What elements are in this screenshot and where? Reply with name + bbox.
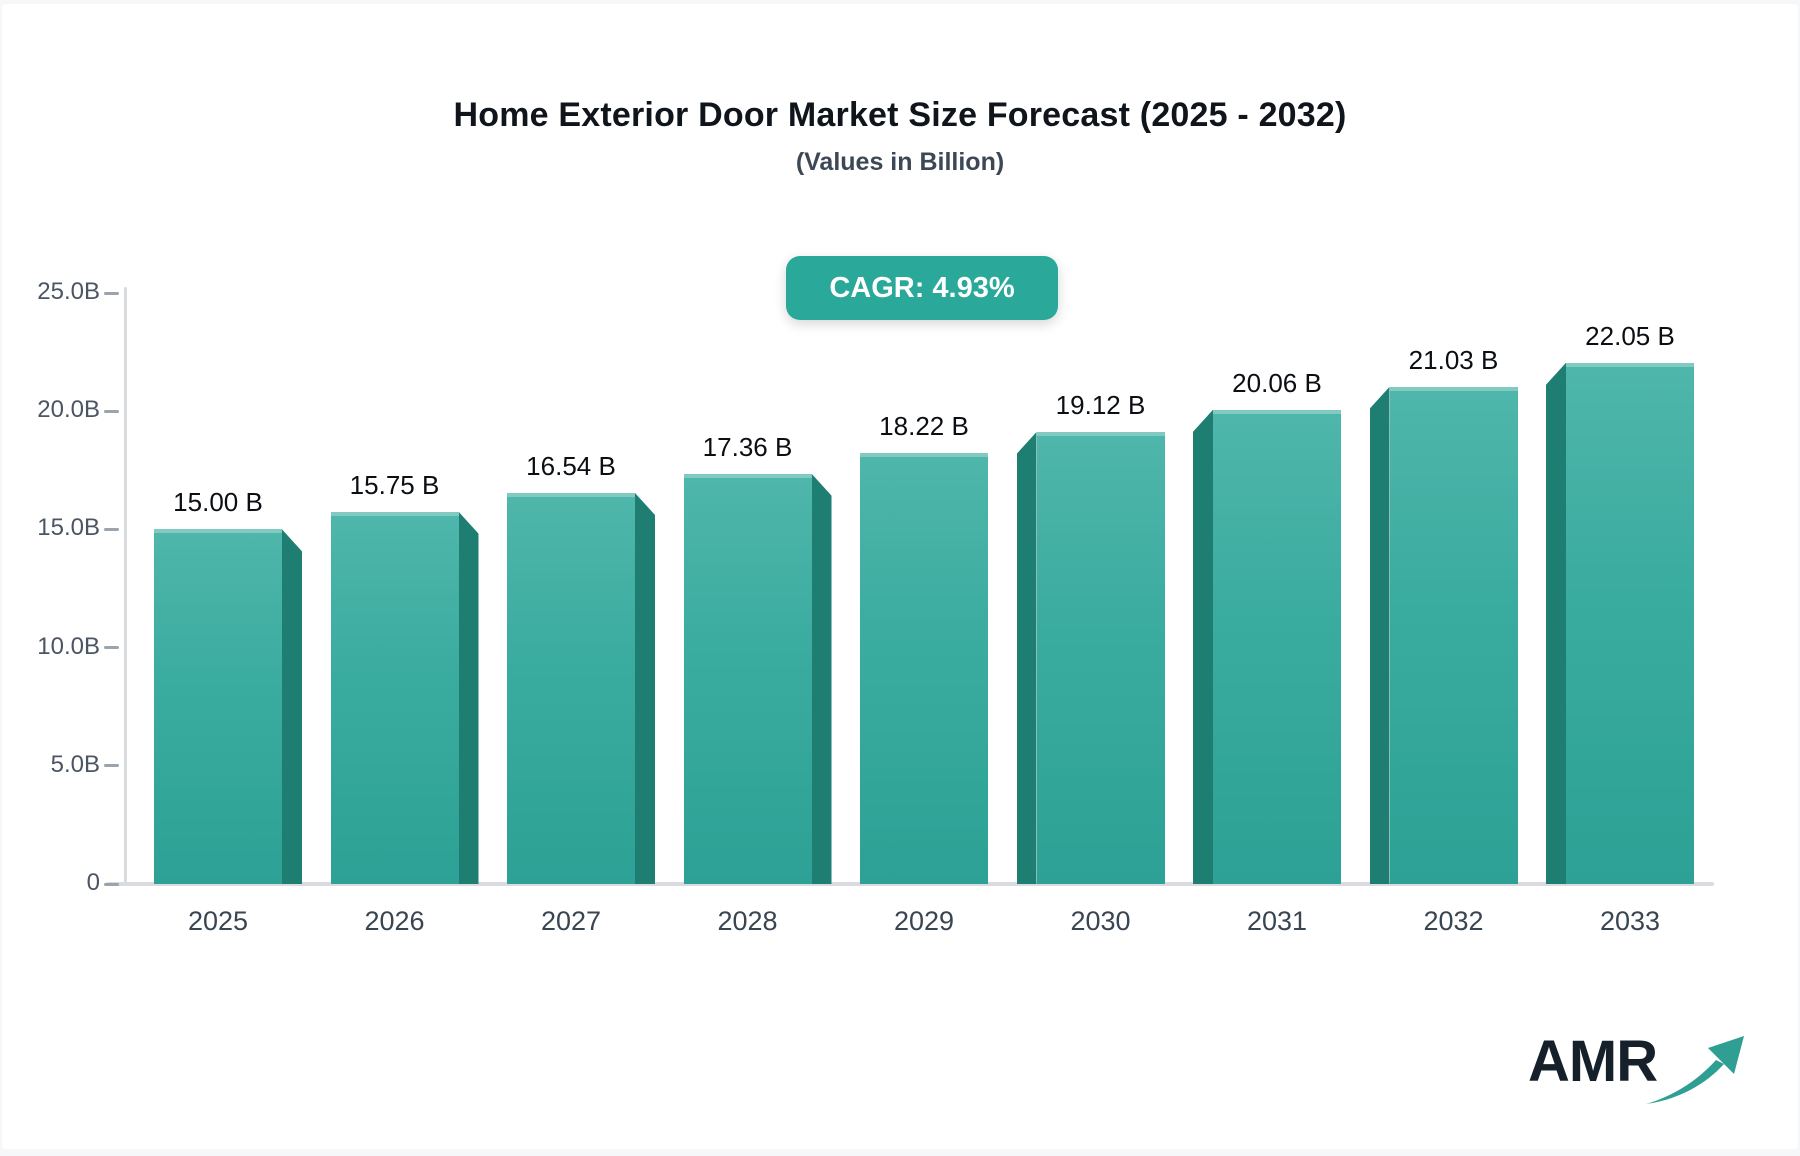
bar-2028 [683, 473, 812, 884]
x-axis-label: 2029 [893, 906, 955, 936]
bar-value-label: 22.05 B [1585, 320, 1675, 351]
bar-side-2028 [811, 473, 832, 884]
y-axis-label: 15.0B [37, 514, 100, 542]
bar-side-2027 [635, 492, 655, 884]
bar-value-label: 21.03 B [1408, 344, 1499, 375]
amr-logo-text: AMR [1528, 1029, 1658, 1094]
cagr-badge: CAGR: 4.93% [786, 256, 1058, 320]
bar-value-label: 19.12 B [1055, 390, 1146, 420]
bar-value-label: 18.22 B [879, 411, 969, 442]
y-axis-label: 20.0B [37, 396, 100, 424]
bar-2031 [1213, 409, 1341, 884]
y-axis-label: 5.0B [50, 750, 100, 778]
bar-side-2032 [1369, 386, 1390, 884]
bar-side-2033 [1546, 362, 1566, 884]
bar-2032 [1389, 386, 1518, 884]
bar-side-2030 [1016, 432, 1037, 884]
x-axis-label: 2026 [364, 906, 425, 936]
bar-2026 [330, 511, 459, 884]
bar-value-label: 16.54 B [526, 450, 616, 481]
x-axis-label: 2031 [1246, 906, 1308, 936]
x-axis-label: 2027 [540, 906, 602, 936]
x-axis-label: 2030 [1070, 906, 1131, 936]
bar-value-label: 15.00 B [173, 487, 263, 518]
bar-value-label: 15.75 B [349, 469, 440, 500]
x-axis-label: 2033 [1599, 906, 1661, 936]
amr-logo: AMR [1528, 1029, 1744, 1112]
y-axis-line [124, 287, 127, 885]
bar-side-2026 [458, 511, 479, 884]
y-axis-label: 0 [86, 869, 100, 896]
bar-2030 [1036, 432, 1165, 884]
y-axis-tick [104, 527, 119, 531]
y-axis-label: 25.0B [37, 278, 100, 305]
x-axis-label: 2032 [1423, 906, 1484, 936]
x-axis-label: 2028 [717, 906, 778, 936]
bar-side-2025 [282, 529, 302, 884]
y-axis-label: 10.0B [37, 632, 100, 660]
bar-value-label: 17.36 B [702, 431, 793, 462]
trend-arrow-icon [1646, 1036, 1744, 1104]
y-axis-tick [104, 764, 119, 768]
bar-2029 [860, 453, 988, 884]
y-axis-tick [104, 646, 119, 650]
bar-value-label: 20.06 B [1232, 367, 1322, 398]
bar-2027 [507, 492, 635, 884]
x-axis-label: 2025 [187, 906, 249, 936]
y-axis-tick [104, 409, 119, 413]
chart-subtitle: (Values in Billion) [795, 148, 1005, 176]
x-axis-line [106, 882, 1714, 886]
bar-2025 [154, 529, 282, 884]
chart-title: Home Exterior Door Market Size Forecast … [453, 96, 1347, 134]
bar-2033 [1566, 362, 1694, 884]
bar-side-2031 [1193, 409, 1213, 884]
y-axis-tick [104, 882, 119, 886]
y-axis-tick [104, 291, 119, 295]
